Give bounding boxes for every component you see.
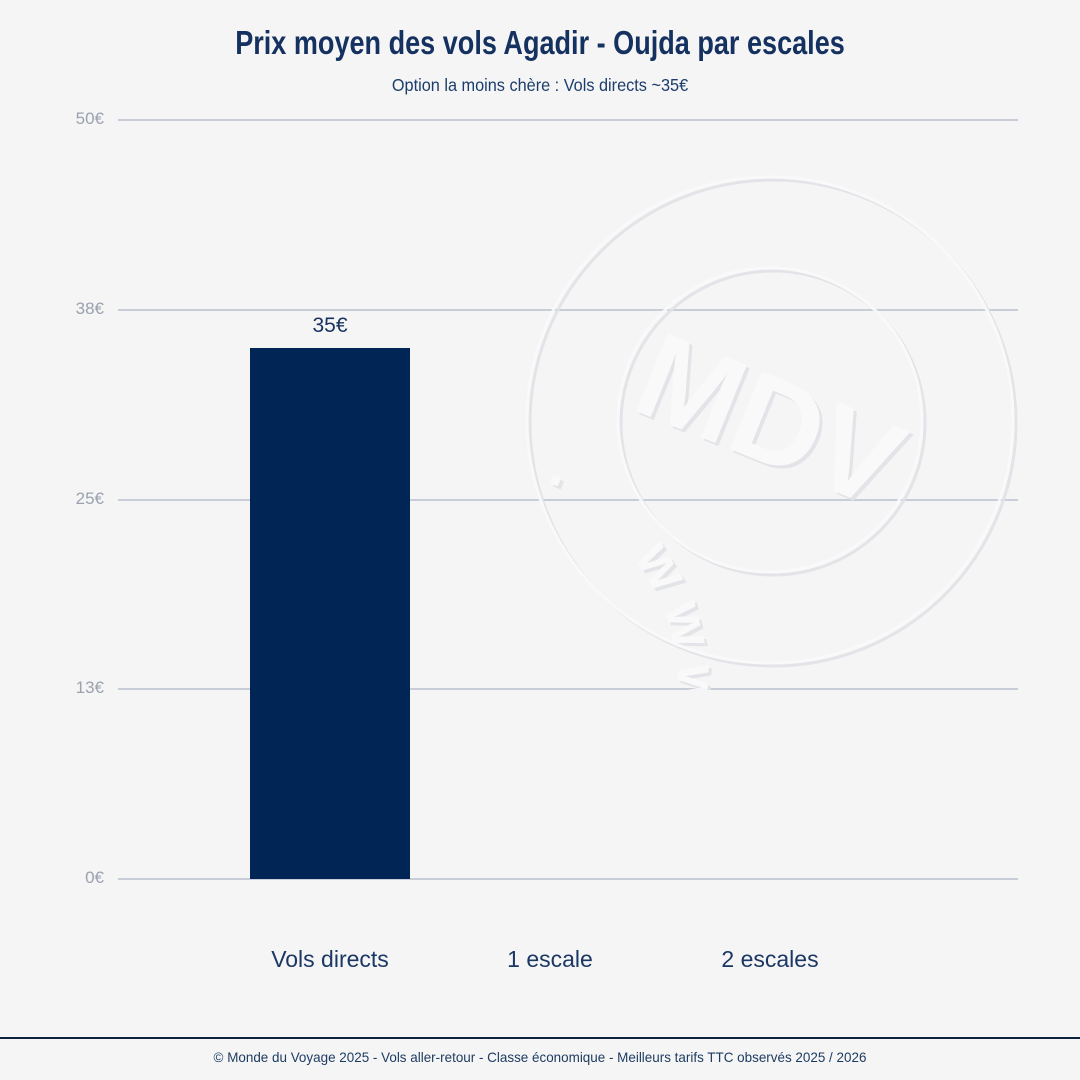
bar-vols-directs xyxy=(250,348,410,879)
y-tick-label-0: 0€ xyxy=(85,868,104,887)
y-tick-label-25: 25€ xyxy=(75,489,104,508)
watermark-stamp: www.monde-du-voyage.com · MDV www.monde-… xyxy=(500,175,1018,690)
x-label-1-escale: 1 escale xyxy=(507,946,593,972)
watermark-initials: MDV xyxy=(619,306,921,534)
gridline-0 xyxy=(118,878,1018,880)
y-tick-label-50: 50€ xyxy=(75,109,104,128)
x-label-2-escales: 2 escales xyxy=(721,946,819,972)
watermark-inner-circle xyxy=(619,269,927,577)
gridline-25 xyxy=(118,499,1018,501)
x-label-vols-directs: Vols directs xyxy=(271,946,389,972)
watermark-inner-circle-face xyxy=(616,266,924,574)
footer-text: © Monde du Voyage 2025 - Vols aller-reto… xyxy=(213,1049,867,1065)
watermark-outer-circle xyxy=(528,178,1018,668)
gridline-13 xyxy=(118,688,1018,690)
y-tick-label-13: 13€ xyxy=(75,678,104,697)
watermark-outer-circle-face xyxy=(525,175,1015,665)
bar-value-label: 35€ xyxy=(312,314,348,337)
gridline-50 xyxy=(118,119,1018,121)
y-tick-label-38: 38€ xyxy=(75,299,104,318)
chart-title: Prix moyen des vols Agadir - Oujda par e… xyxy=(235,24,845,61)
svg-text:www.monde-du-voyage.com ·: www.monde-du-voyage.com · xyxy=(500,435,730,690)
footer-divider xyxy=(0,1037,1080,1039)
chart-subtitle: Option la moins chère : Vols directs ~35… xyxy=(391,75,689,95)
gridline-38 xyxy=(118,309,1018,311)
watermark-face-layer: www.monde-du-voyage.com · MDV xyxy=(500,175,1015,690)
watermark-ring-text-face: www.monde-du-voyage.com · xyxy=(500,435,717,690)
